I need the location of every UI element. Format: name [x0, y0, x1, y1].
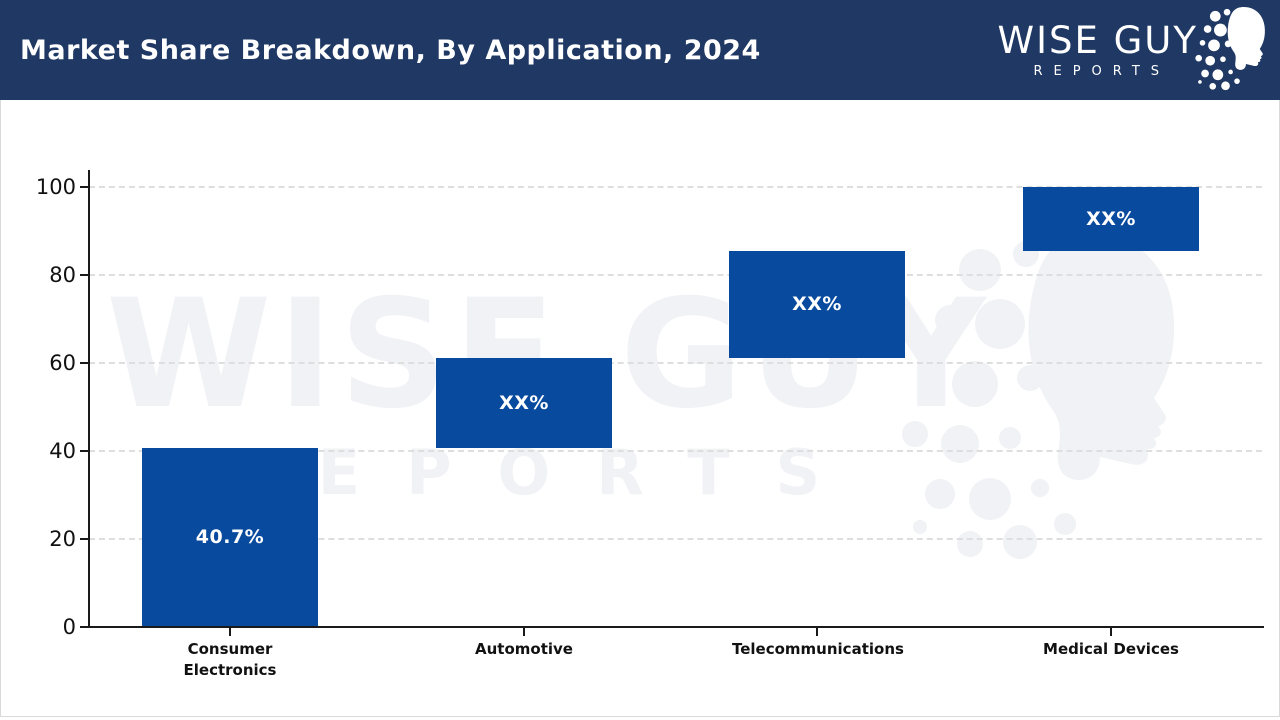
bar-value-label-consumer-electronics: 40.7% [195, 526, 265, 549]
y-tick-mark-100 [80, 186, 88, 188]
x-category-label-automotive: Automotive [475, 640, 573, 658]
bar-telecommunications: XX% [729, 250, 905, 359]
gridline-80 [89, 274, 1262, 276]
wiseguy-face-icon [1184, 4, 1266, 96]
bar-value-label-automotive: XX% [499, 392, 549, 415]
gridline-60 [89, 362, 1262, 364]
y-tick-mark-60 [80, 362, 88, 364]
page-title: Market Share Breakdown, By Application, … [20, 34, 761, 66]
gridline-100 [89, 186, 1262, 188]
y-tick-mark-0 [80, 626, 88, 628]
x-category-label-telecommunications: Telecommunications [732, 640, 904, 658]
y-tick-label-100: 100 [35, 175, 76, 199]
bar-automotive: XX% [436, 358, 612, 448]
x-tick-mark-medical-devices [1110, 628, 1112, 636]
x-tick-mark-telecommunications [816, 628, 818, 636]
y-tick-label-40: 40 [49, 439, 76, 463]
y-tick-label-80: 80 [49, 263, 76, 287]
bar-consumer-electronics: 40.7% [142, 447, 318, 627]
y-tick-label-0: 0 [62, 615, 76, 639]
header: Market Share Breakdown, By Application, … [0, 0, 1280, 100]
gridline-40 [89, 450, 1262, 452]
y-tick-mark-20 [80, 538, 88, 540]
x-axis-line [88, 626, 1264, 628]
y-tick-mark-80 [80, 274, 88, 276]
x-tick-mark-automotive [523, 628, 525, 636]
wiseguy-logo: WISE GUY REPORTS [998, 4, 1266, 96]
gridline-20 [89, 538, 1262, 540]
wiseguy-logo-text: WISE GUY REPORTS [998, 22, 1198, 79]
y-tick-label-60: 60 [49, 351, 76, 375]
bar-value-label-telecommunications: XX% [792, 293, 842, 316]
wiseguy-logo-title: WISE GUY [997, 18, 1198, 62]
bar-value-label-medical-devices: XX% [1086, 207, 1136, 230]
y-tick-label-20: 20 [49, 527, 76, 551]
y-axis-line [88, 170, 90, 628]
x-tick-mark-consumer-electronics [229, 628, 231, 636]
y-tick-mark-40 [80, 450, 88, 452]
wiseguy-logo-subtitle: REPORTS [1033, 63, 1171, 79]
x-category-label-medical-devices: Medical Devices [1043, 640, 1179, 658]
bar-medical-devices: XX% [1023, 187, 1199, 251]
x-category-label-consumer-electronics: Consumer Electronics [183, 640, 277, 679]
watermark-subtitle: REPORTS [224, 436, 867, 509]
